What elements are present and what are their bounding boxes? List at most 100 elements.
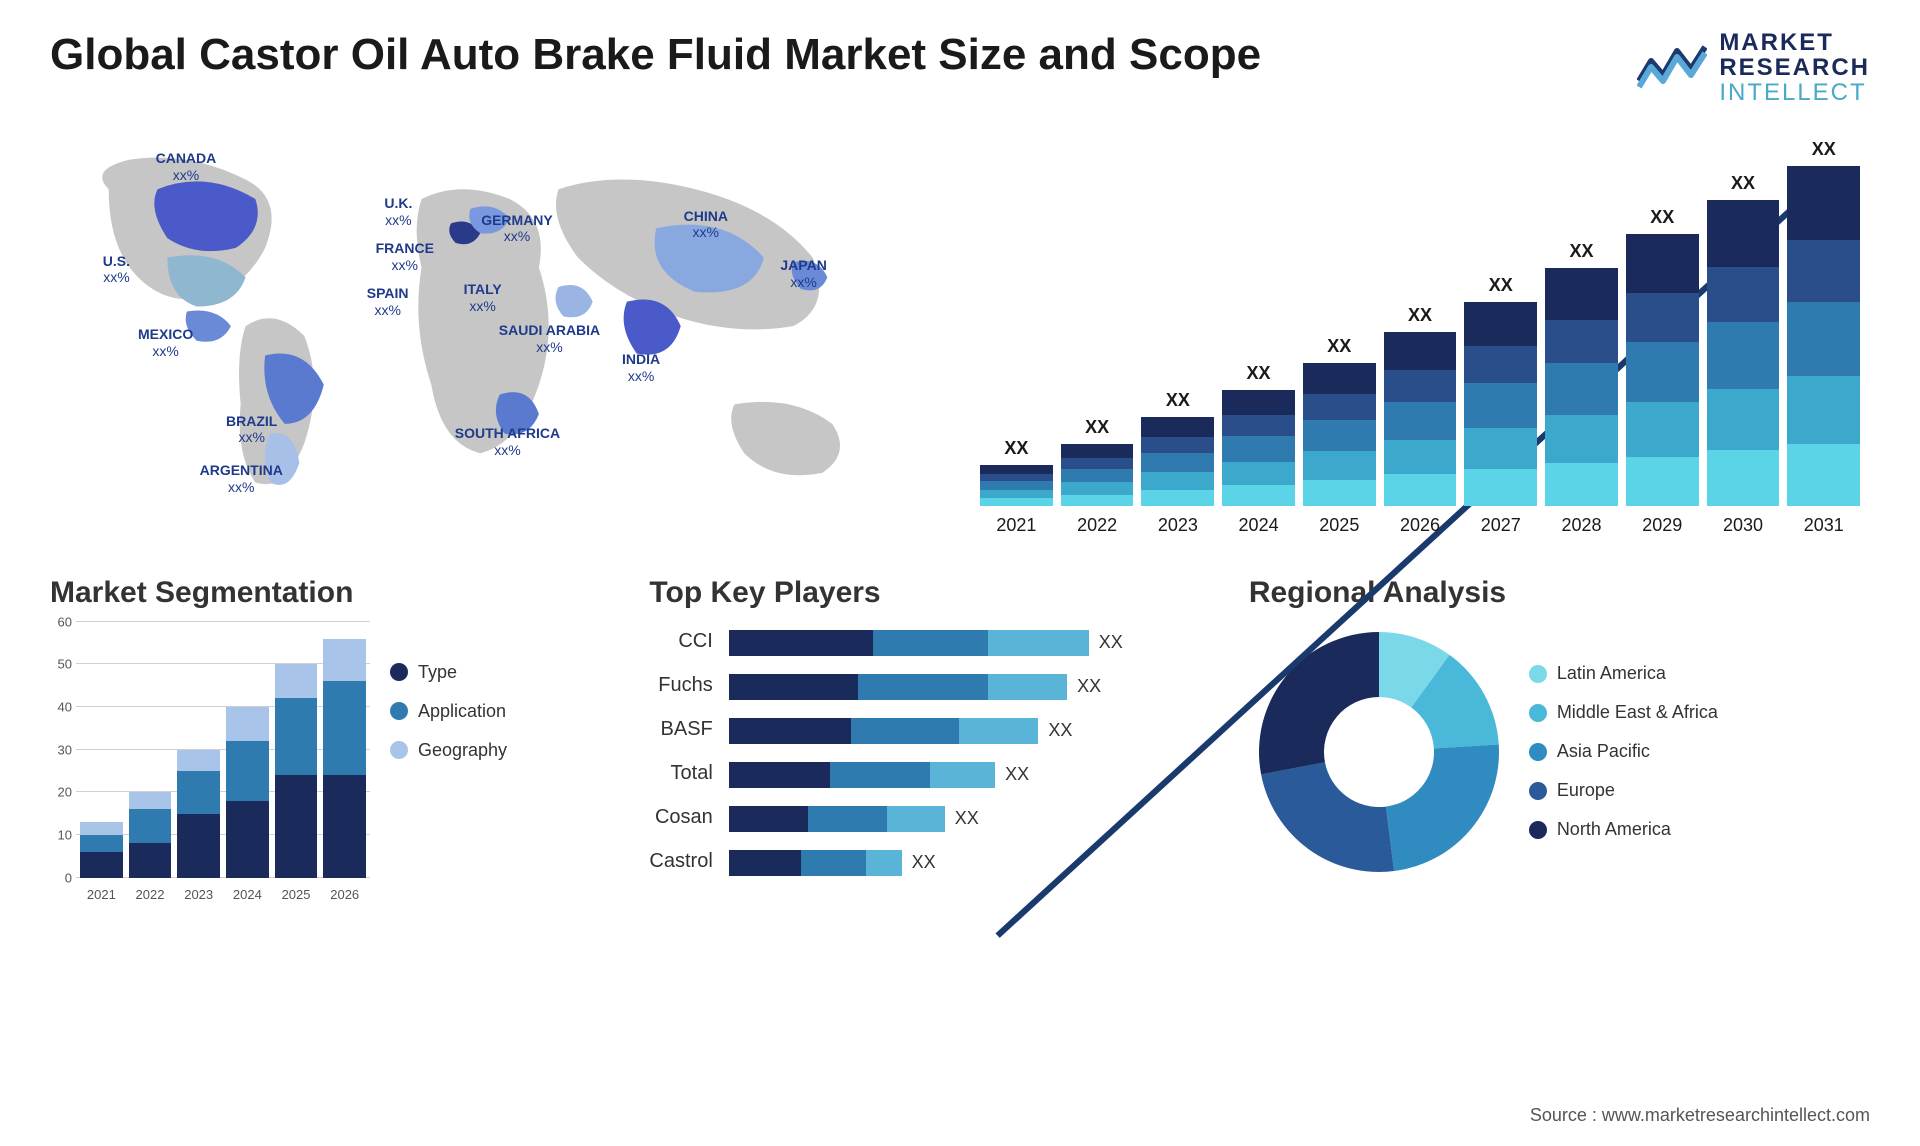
seg-ytick: 20 — [58, 785, 72, 800]
seg-bar — [129, 792, 172, 877]
seg-ytick: 60 — [58, 614, 72, 629]
seg-ytick: 10 — [58, 827, 72, 842]
legend-dot-icon — [1529, 821, 1547, 839]
growth-x-label: 2024 — [1222, 515, 1295, 536]
growth-bar-label: XX — [1085, 417, 1109, 438]
growth-x-label: 2031 — [1787, 515, 1860, 536]
segmentation-panel: Market Segmentation 0102030405060 202120… — [50, 576, 619, 916]
growth-bar: XX — [1222, 390, 1295, 506]
seg-bar — [80, 822, 123, 877]
legend-dot-icon — [390, 663, 408, 681]
growth-bar: XX — [1707, 200, 1780, 506]
seg-ytick: 40 — [58, 699, 72, 714]
map-label: SAUDI ARABIAxx% — [499, 322, 600, 356]
growth-bar-label: XX — [1569, 241, 1593, 262]
legend-dot-icon — [1529, 665, 1547, 683]
player-name: Castrol — [649, 850, 712, 876]
growth-bar: XX — [1626, 234, 1699, 506]
map-label: U.K.xx% — [384, 195, 412, 229]
seg-bar — [275, 664, 318, 877]
growth-bar-label: XX — [1489, 275, 1513, 296]
growth-bar: XX — [1384, 332, 1457, 505]
map-label: MEXICOxx% — [138, 326, 193, 360]
growth-x-label: 2025 — [1303, 515, 1376, 536]
player-value: XX — [1077, 676, 1101, 697]
regional-donut-chart — [1249, 622, 1509, 882]
player-bar-row: XX — [729, 718, 1219, 744]
legend-dot-icon — [1529, 782, 1547, 800]
map-label: FRANCExx% — [376, 240, 434, 274]
map-label: U.S.xx% — [103, 253, 130, 287]
logo-text-2: RESEARCH — [1719, 55, 1870, 80]
player-value: XX — [1005, 764, 1029, 785]
growth-bar-label: XX — [1004, 438, 1028, 459]
growth-bar-label: XX — [1327, 336, 1351, 357]
map-label: JAPANxx% — [780, 257, 826, 291]
legend-label: Middle East & Africa — [1557, 702, 1718, 723]
world-map-panel: CANADAxx%U.S.xx%MEXICOxx%BRAZILxx%ARGENT… — [50, 126, 930, 536]
segmentation-title: Market Segmentation — [50, 576, 619, 610]
legend-label: Type — [418, 662, 457, 683]
logo-text-1: MARKET — [1719, 30, 1870, 55]
growth-bar: XX — [1141, 417, 1214, 505]
seg-x-label: 2026 — [323, 887, 366, 902]
growth-x-label: 2021 — [980, 515, 1053, 536]
regional-panel: Regional Analysis Latin America Middle Ea… — [1249, 576, 1870, 916]
growth-bar: XX — [980, 465, 1053, 506]
legend-item: Europe — [1529, 780, 1718, 801]
growth-x-label: 2027 — [1464, 515, 1537, 536]
growth-bar-label: XX — [1247, 363, 1271, 384]
map-label: GERMANYxx% — [481, 212, 553, 246]
legend-label: North America — [1557, 819, 1671, 840]
seg-ytick: 50 — [58, 657, 72, 672]
map-label: BRAZILxx% — [226, 413, 277, 447]
donut-slice — [1261, 762, 1394, 872]
growth-bar: XX — [1303, 363, 1376, 506]
legend-label: Europe — [1557, 780, 1615, 801]
seg-x-label: 2021 — [80, 887, 123, 902]
map-label: INDIAxx% — [622, 351, 660, 385]
growth-x-label: 2030 — [1707, 515, 1780, 536]
seg-ytick: 0 — [65, 870, 72, 885]
growth-x-label: 2028 — [1545, 515, 1618, 536]
page-title: Global Castor Oil Auto Brake Fluid Marke… — [50, 30, 1261, 80]
map-label: CHINAxx% — [684, 208, 728, 242]
growth-x-label: 2023 — [1141, 515, 1214, 536]
regional-legend: Latin AmericaMiddle East & AfricaAsia Pa… — [1529, 663, 1718, 840]
logo-mark-icon — [1637, 41, 1707, 94]
growth-bar: XX — [1545, 268, 1618, 506]
growth-bar-label: XX — [1650, 207, 1674, 228]
growth-bar-label: XX — [1166, 390, 1190, 411]
segmentation-chart: 0102030405060 202120222023202420252026 — [50, 622, 370, 902]
regional-title: Regional Analysis — [1249, 576, 1870, 610]
donut-slice — [1386, 744, 1499, 871]
legend-item: Middle East & Africa — [1529, 702, 1718, 723]
seg-x-label: 2023 — [177, 887, 220, 902]
legend-item: North America — [1529, 819, 1718, 840]
growth-bar: XX — [1464, 302, 1537, 506]
legend-item: Application — [390, 701, 507, 722]
seg-x-label: 2022 — [129, 887, 172, 902]
seg-x-label: 2025 — [275, 887, 318, 902]
growth-bar: XX — [1787, 166, 1860, 506]
player-name: Cosan — [649, 806, 712, 832]
legend-item: Latin America — [1529, 663, 1718, 684]
seg-bar — [177, 750, 220, 878]
growth-bar-label: XX — [1731, 173, 1755, 194]
growth-bar-label: XX — [1408, 305, 1432, 326]
segmentation-legend: TypeApplicationGeography — [390, 622, 507, 902]
seg-x-label: 2024 — [226, 887, 269, 902]
legend-label: Application — [418, 701, 506, 722]
legend-dot-icon — [390, 702, 408, 720]
legend-dot-icon — [390, 741, 408, 759]
player-bar-row: XX — [729, 850, 1219, 876]
legend-label: Latin America — [1557, 663, 1666, 684]
player-value: XX — [955, 808, 979, 829]
seg-bar — [323, 639, 366, 878]
map-label: ITALYxx% — [464, 281, 502, 315]
map-label: SOUTH AFRICAxx% — [455, 425, 560, 459]
growth-x-label: 2022 — [1061, 515, 1134, 536]
player-bar-row: XX — [729, 806, 1219, 832]
growth-bar-label: XX — [1812, 139, 1836, 160]
legend-dot-icon — [1529, 743, 1547, 761]
